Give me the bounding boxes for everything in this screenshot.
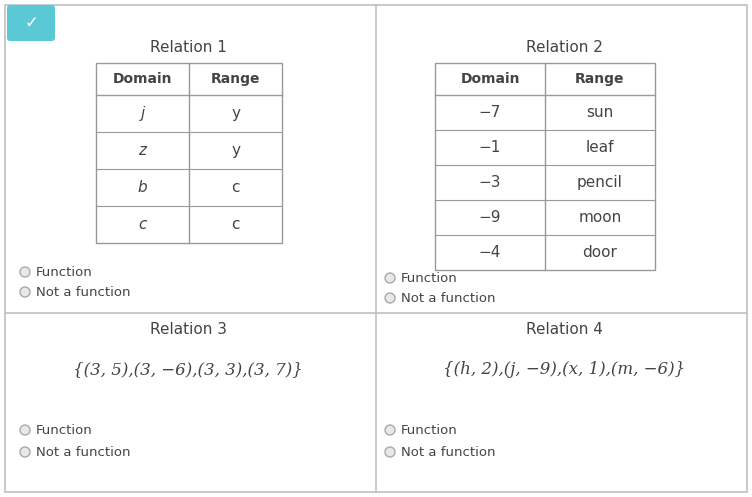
Text: Relation 4: Relation 4 [526,323,602,337]
Circle shape [20,267,30,277]
Text: Domain: Domain [460,72,520,86]
Text: −1: −1 [479,140,501,155]
Text: sun: sun [587,105,614,120]
Text: {(h, 2),(j, −9),(x, 1),(m, −6)}: {(h, 2),(j, −9),(x, 1),(m, −6)} [443,361,685,379]
Text: b: b [138,180,147,195]
Text: Not a function: Not a function [401,292,496,305]
Text: c: c [138,217,147,232]
Text: Range: Range [575,72,625,86]
Text: Function: Function [401,423,458,436]
Bar [435,63,655,270]
Text: −7: −7 [479,105,501,120]
Text: Not a function: Not a function [401,445,496,459]
Text: y: y [231,143,240,158]
Text: leaf: leaf [586,140,614,155]
Circle shape [385,273,395,283]
Bar [96,63,282,243]
Text: −3: −3 [479,175,502,190]
Text: −4: −4 [479,245,501,260]
Circle shape [385,447,395,457]
Circle shape [385,293,395,303]
Text: Relation 2: Relation 2 [526,39,602,55]
Text: pencil: pencil [577,175,623,190]
Text: ✓: ✓ [24,14,38,32]
FancyBboxPatch shape [7,5,55,41]
Circle shape [20,287,30,297]
Circle shape [20,447,30,457]
Text: Domain: Domain [113,72,172,86]
Text: Range: Range [211,72,260,86]
Circle shape [20,425,30,435]
Text: z: z [138,143,147,158]
Text: Not a function: Not a function [36,285,131,299]
Text: door: door [583,245,617,260]
Text: c: c [232,180,240,195]
Text: −9: −9 [479,210,502,225]
Text: Function: Function [36,423,92,436]
Text: Relation 1: Relation 1 [150,39,226,55]
Text: Not a function: Not a function [36,445,131,459]
Text: j: j [141,106,144,121]
Text: Relation 3: Relation 3 [150,323,226,337]
Text: Function: Function [401,271,458,284]
Text: moon: moon [578,210,622,225]
Text: Function: Function [36,265,92,278]
Text: y: y [231,106,240,121]
Text: {(3, 5),(3, −6),(3, 3),(3, 7)}: {(3, 5),(3, −6),(3, 3),(3, 7)} [73,361,303,379]
Text: c: c [232,217,240,232]
Circle shape [385,425,395,435]
